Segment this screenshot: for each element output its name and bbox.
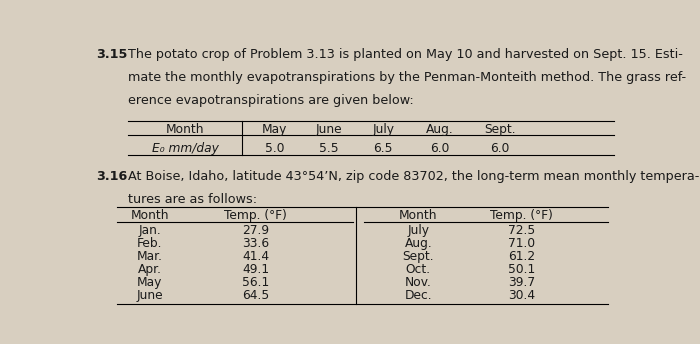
Text: Dec.: Dec. bbox=[405, 289, 432, 302]
Text: May: May bbox=[262, 123, 288, 136]
Text: The potato crop of Problem 3.13 is planted on May 10 and harvested on Sept. 15. : The potato crop of Problem 3.13 is plant… bbox=[128, 48, 683, 61]
Text: July: July bbox=[407, 224, 429, 237]
Text: Apr.: Apr. bbox=[138, 263, 162, 276]
Text: mate the monthly evapotranspirations by the Penman-Monteith method. The grass re: mate the monthly evapotranspirations by … bbox=[128, 71, 686, 84]
Text: erence evapotranspirations are given below:: erence evapotranspirations are given bel… bbox=[128, 94, 414, 107]
Text: tures are as follows:: tures are as follows: bbox=[128, 193, 258, 206]
Text: Temp. (°F): Temp. (°F) bbox=[490, 209, 553, 222]
Text: Aug.: Aug. bbox=[405, 237, 433, 250]
Text: Temp. (°F): Temp. (°F) bbox=[224, 209, 287, 222]
Text: Aug.: Aug. bbox=[426, 123, 454, 136]
Text: Jan.: Jan. bbox=[139, 224, 161, 237]
Text: Sept.: Sept. bbox=[484, 123, 516, 136]
Text: 72.5: 72.5 bbox=[508, 224, 535, 237]
Text: 39.7: 39.7 bbox=[508, 276, 535, 289]
Text: 30.4: 30.4 bbox=[508, 289, 535, 302]
Text: 61.2: 61.2 bbox=[508, 250, 535, 263]
Text: 6.0: 6.0 bbox=[430, 142, 450, 155]
Text: Feb.: Feb. bbox=[137, 237, 162, 250]
Text: June: June bbox=[136, 289, 163, 302]
Text: 3.16: 3.16 bbox=[96, 170, 127, 183]
Text: Mar.: Mar. bbox=[137, 250, 163, 263]
Text: 64.5: 64.5 bbox=[242, 289, 270, 302]
Text: Sept.: Sept. bbox=[402, 250, 434, 263]
Text: 56.1: 56.1 bbox=[242, 276, 270, 289]
Text: 5.0: 5.0 bbox=[265, 142, 284, 155]
Text: Month: Month bbox=[399, 209, 438, 222]
Text: Oct.: Oct. bbox=[406, 263, 431, 276]
Text: 41.4: 41.4 bbox=[242, 250, 270, 263]
Text: Month: Month bbox=[131, 209, 169, 222]
Text: May: May bbox=[137, 276, 162, 289]
Text: 6.5: 6.5 bbox=[373, 142, 393, 155]
Text: Month: Month bbox=[166, 123, 204, 136]
Text: E₀ mm/day: E₀ mm/day bbox=[152, 142, 218, 155]
Text: 50.1: 50.1 bbox=[508, 263, 535, 276]
Text: 49.1: 49.1 bbox=[242, 263, 270, 276]
Text: 71.0: 71.0 bbox=[508, 237, 535, 250]
Text: 5.5: 5.5 bbox=[319, 142, 339, 155]
Text: At Boise, Idaho, latitude 43°54’N, zip code 83702, the long-term mean monthly te: At Boise, Idaho, latitude 43°54’N, zip c… bbox=[128, 170, 699, 183]
Text: 6.0: 6.0 bbox=[490, 142, 510, 155]
Text: 33.6: 33.6 bbox=[242, 237, 270, 250]
Text: Nov.: Nov. bbox=[405, 276, 432, 289]
Text: 27.9: 27.9 bbox=[242, 224, 270, 237]
Text: June: June bbox=[316, 123, 342, 136]
Text: 3.15: 3.15 bbox=[96, 48, 127, 61]
Text: July: July bbox=[372, 123, 394, 136]
